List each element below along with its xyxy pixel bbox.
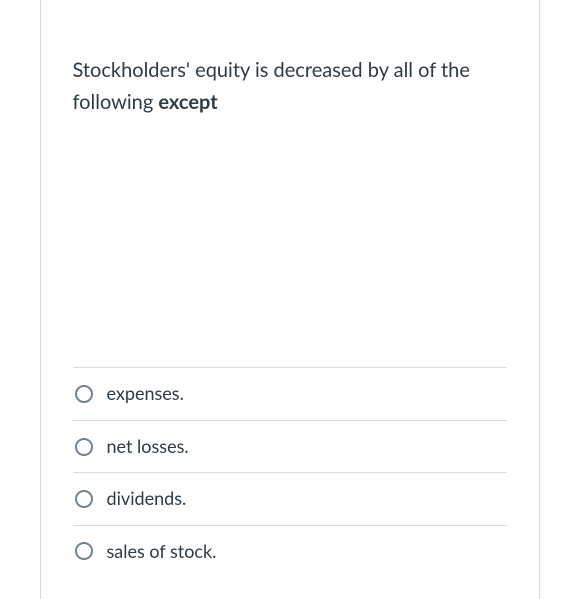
radio-icon[interactable]: [75, 438, 93, 456]
radio-icon[interactable]: [75, 542, 93, 560]
option-label: net losses.: [107, 435, 189, 458]
question-emphasis: except: [158, 90, 217, 114]
question-area: Stockholders' equity is decreased by all…: [41, 0, 539, 118]
option-label: expenses.: [107, 382, 184, 405]
question-text: Stockholders' equity is decreased by all…: [73, 54, 507, 118]
option-row[interactable]: dividends.: [73, 472, 507, 524]
question-prefix: Stockholders' equity is decreased by all…: [73, 58, 470, 114]
radio-icon[interactable]: [75, 490, 93, 508]
option-row[interactable]: sales of stock.: [73, 525, 507, 577]
option-label: dividends.: [107, 487, 187, 510]
option-row[interactable]: expenses.: [73, 367, 507, 419]
option-row[interactable]: net losses.: [73, 420, 507, 472]
question-card: Stockholders' equity is decreased by all…: [40, 0, 540, 599]
option-label: sales of stock.: [107, 540, 217, 563]
radio-icon[interactable]: [75, 385, 93, 403]
options-list: expenses. net losses. dividends. sales o…: [73, 367, 507, 577]
